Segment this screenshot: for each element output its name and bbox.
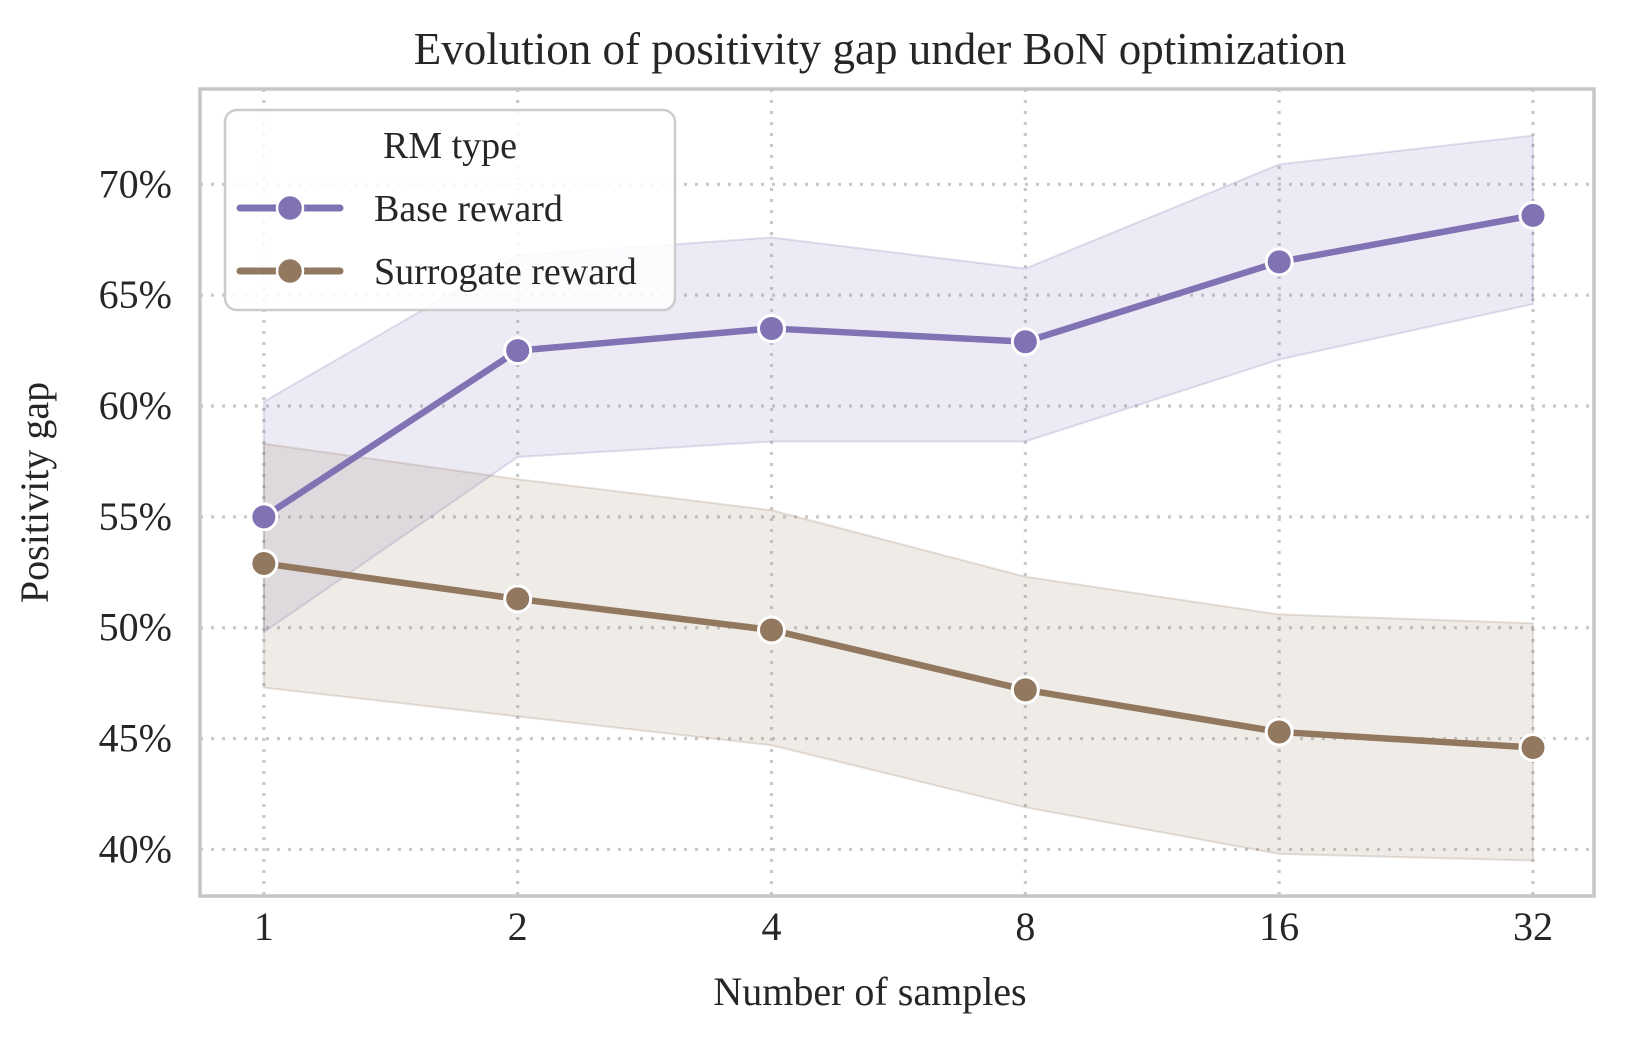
data-point [1264,247,1294,277]
data-point [757,313,787,343]
y-tick-label: 65% [99,272,172,317]
y-tick-label: 45% [99,716,172,761]
y-tick-label: 40% [99,826,172,871]
x-tick-label: 8 [1015,904,1035,949]
x-tick-label: 2 [508,904,528,949]
x-axis-label: Number of samples [713,969,1026,1014]
data-point [1010,675,1040,705]
data-point [1264,717,1294,747]
legend-title: RM type [383,125,517,167]
legend-swatch-marker [275,193,305,223]
legend: Base reward Surrogate reward [223,108,677,312]
data-point [503,336,533,366]
x-tick-label: 16 [1259,904,1299,949]
chart-title: Evolution of positivity gap under BoN op… [414,24,1346,74]
legend-box [223,108,677,312]
axes-frame [198,87,1596,898]
data-point [1518,732,1548,762]
x-tick-label: 32 [1513,904,1553,949]
data-point [1010,327,1040,357]
error-band-surrogate-reward [262,442,1535,862]
legend-item-label: Base reward [374,188,563,230]
data-point [503,584,533,614]
legend-item-label: Surrogate reward [374,251,637,293]
y-axis-label: Positivity gap [12,382,57,603]
data-point [249,548,279,578]
y-tick-label: 50% [99,605,172,650]
y-tick-label: 60% [99,383,172,428]
line-surrogate-reward [260,560,1537,751]
line-base-reward [260,212,1537,521]
y-tick-label: 70% [99,161,172,206]
legend-item: Surrogate reward [236,251,637,293]
legend-swatch-marker [275,256,305,286]
data-point [1518,200,1548,230]
markers-surrogate-reward [249,548,1548,762]
y-tick-label: 55% [99,494,172,539]
data-point [249,502,279,532]
legend-item: Base reward [236,188,563,230]
x-tick-label: 4 [762,904,782,949]
markers-base-reward [249,200,1548,532]
x-tick-label: 1 [254,904,274,949]
data-point [757,615,787,645]
